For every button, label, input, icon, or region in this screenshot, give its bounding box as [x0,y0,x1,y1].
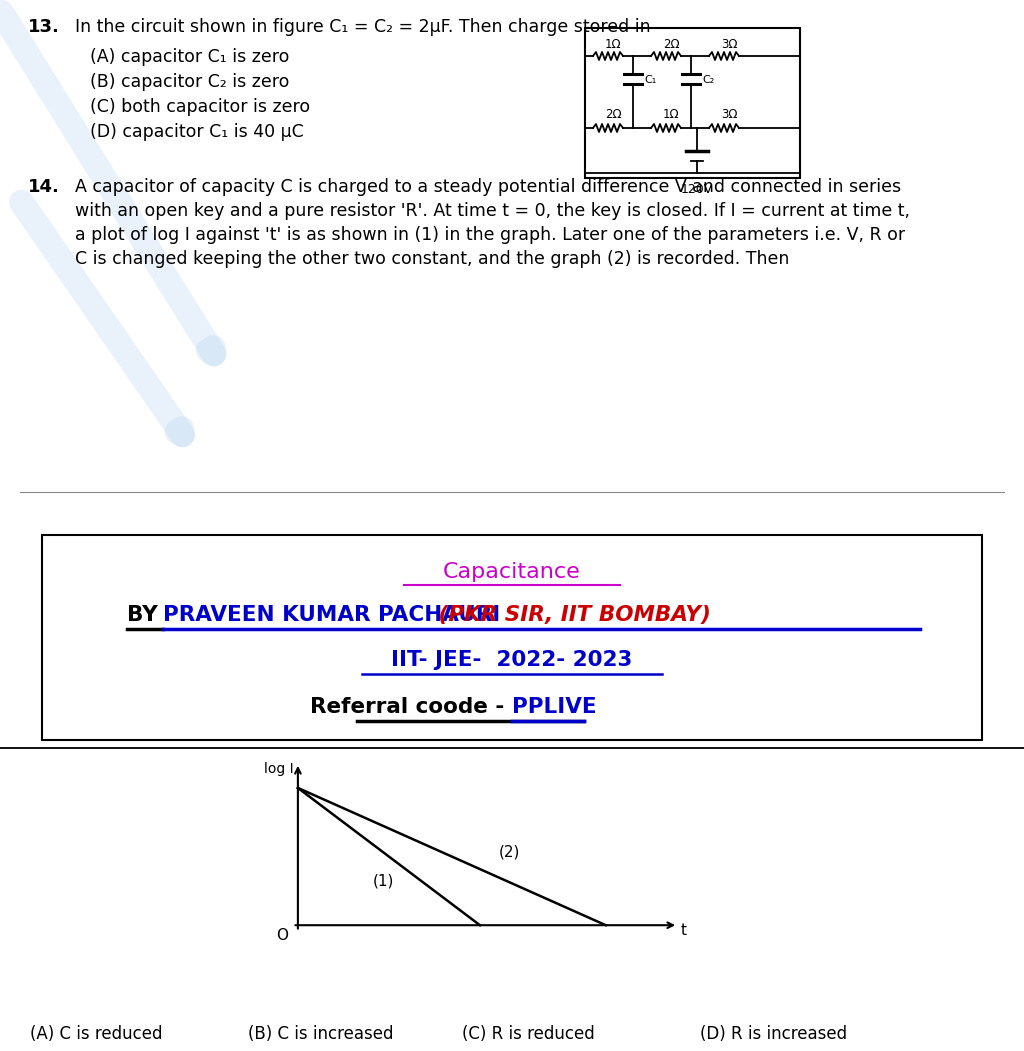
Text: (C) R is reduced: (C) R is reduced [462,1025,595,1043]
Text: In the circuit shown in figure C₁ = C₂ = 2μF. Then charge stored in: In the circuit shown in figure C₁ = C₂ =… [75,18,650,36]
Text: 2Ω: 2Ω [663,38,679,51]
Text: 1Ω: 1Ω [663,108,679,121]
Text: BY: BY [127,605,165,625]
Bar [585,28,800,178]
Text: 2Ω: 2Ω [605,108,622,121]
Text: with an open key and a pure resistor 'R'. At time t = 0, the key is closed. If I: with an open key and a pure resistor 'R'… [75,202,910,220]
Text: a plot of log I against 't' is as shown in (1) in the graph. Later one of the pa: a plot of log I against 't' is as shown … [75,226,905,244]
Text: (A) C is reduced: (A) C is reduced [30,1025,163,1043]
Text: (D) R is increased: (D) R is increased [700,1025,847,1043]
Text: (2): (2) [499,845,520,860]
Text: log I: log I [264,762,294,776]
Text: 13.: 13. [28,18,59,36]
Text: (D) capacitor C₁ is 40 μC: (D) capacitor C₁ is 40 μC [90,123,304,141]
Text: (A) capacitor C₁ is zero: (A) capacitor C₁ is zero [90,48,290,66]
Text: 3Ω: 3Ω [721,108,737,121]
Text: 120V: 120V [681,183,713,195]
Text: 14.: 14. [28,178,59,195]
Text: (B) capacitor C₂ is zero: (B) capacitor C₂ is zero [90,73,290,91]
Text: A capacitor of capacity C is charged to a steady potential difference V and conn: A capacitor of capacity C is charged to … [75,178,901,195]
Bar [42,535,982,740]
Text: IIT- JEE-  2022- 2023: IIT- JEE- 2022- 2023 [391,650,633,669]
Text: PRAVEEN KUMAR PACHAURI: PRAVEEN KUMAR PACHAURI [163,605,501,625]
Text: 1Ω: 1Ω [605,38,622,51]
Text: 3Ω: 3Ω [721,38,737,51]
Text: PPLIVE: PPLIVE [512,697,597,717]
Text: (1): (1) [373,873,394,888]
Text: t: t [680,923,686,939]
Text: (B) C is increased: (B) C is increased [248,1025,393,1043]
Text: C₂: C₂ [702,75,715,85]
Text: (C) both capacitor is zero: (C) both capacitor is zero [90,98,310,116]
Text: (PKR SIR, IIT BOMBAY): (PKR SIR, IIT BOMBAY) [431,605,711,625]
Text: C is changed keeping the other two constant, and the graph (2) is recorded. Then: C is changed keeping the other two const… [75,250,790,268]
Text: C₁: C₁ [644,75,656,85]
Text: O: O [275,928,288,943]
Text: Referral coode -: Referral coode - [310,697,512,717]
Text: Capacitance: Capacitance [443,562,581,582]
